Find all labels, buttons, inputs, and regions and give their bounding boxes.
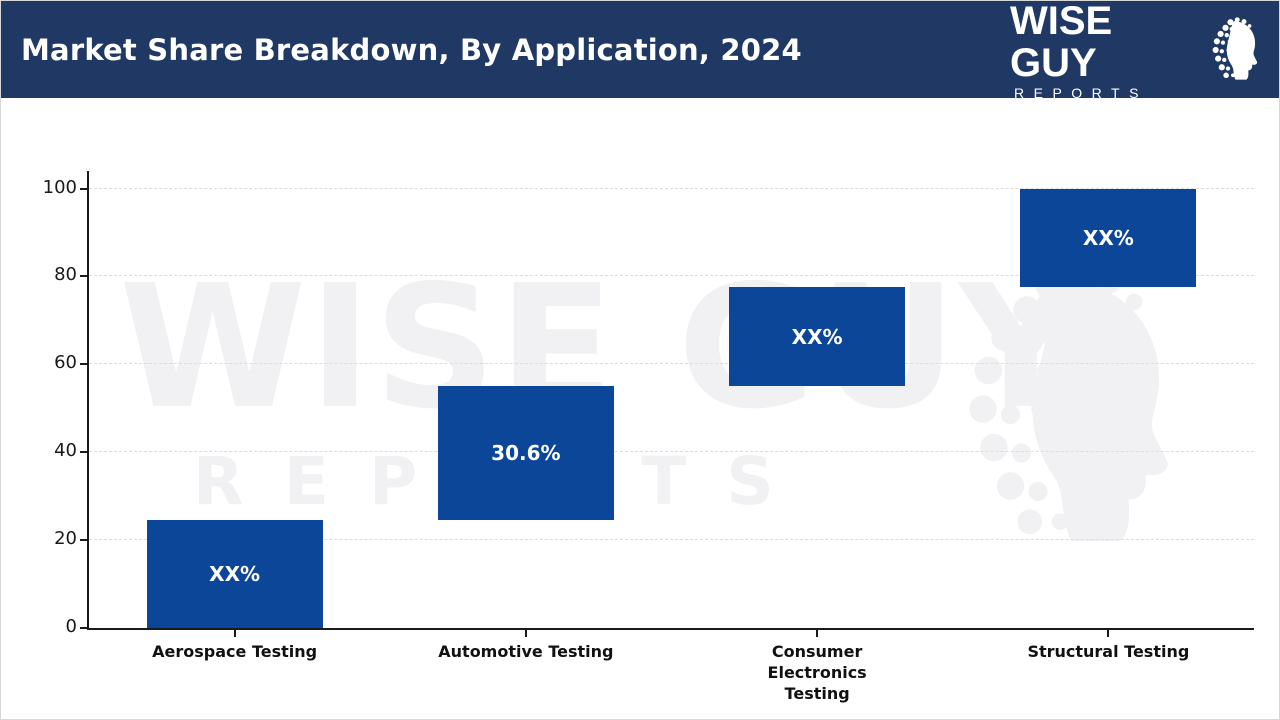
bar-consumer-electronics-testing: XX% [729,287,906,386]
gridline-100 [89,187,1254,189]
y-tick-mark-60 [80,363,88,366]
x-tick-mark-automotive-testing [524,630,527,637]
gridline-80 [89,275,1254,277]
y-tick-mark-20 [80,539,88,542]
x-tick-mark-structural-testing [1107,630,1110,637]
logo-subtext: REPORTS [1014,84,1148,101]
x-tick-label-structural-testing: Structural Testing [1027,642,1190,661]
y-tick-label-40: 40 [54,440,77,462]
bar-value-label-consumer-electronics-testing: XX% [791,324,843,349]
y-tick-label-80: 80 [54,264,77,286]
chart-title: Market Share Breakdown, By Application, … [21,32,802,67]
wiseguy-logo: WISE GUY REPORTS [1010,1,1265,101]
logo-text: WISE GUY REPORTS [1010,0,1195,101]
y-tick-label-100: 100 [42,176,77,198]
bar-automotive-testing: 30.6% [437,385,614,521]
logo-face-icon [1212,17,1258,80]
bar-aerospace-testing: XX% [146,520,323,628]
gridline-40 [89,451,1254,453]
bar-value-label-aerospace-testing: XX% [209,562,261,587]
gridline-20 [89,539,1254,541]
x-tick-label-consumer-electronics-testing: Consumer Electronics Testing [767,642,867,703]
y-tick-mark-40 [80,451,88,454]
logo-wordmark: WISE GUY [1010,0,1113,85]
y-tick-mark-0 [80,627,88,629]
y-tick-mark-100 [80,187,88,190]
bar-value-label-structural-testing: XX% [1082,225,1134,250]
y-tick-label-0: 0 [65,616,77,637]
y-tick-label-60: 60 [54,352,77,374]
x-tick-mark-aerospace-testing [233,630,236,637]
y-tick-label-20: 20 [54,528,77,550]
x-tick-mark-consumer-electronics-testing [816,630,819,637]
y-axis-spine [87,171,89,630]
bar-value-label-automotive-testing: 30.6% [491,441,561,466]
x-axis-spine [87,628,1254,630]
x-tick-label-automotive-testing: Automotive Testing [438,642,614,661]
gridline-60 [89,363,1254,365]
bar-structural-testing: XX% [1020,188,1197,288]
header-bar: Market Share Breakdown, By Application, … [1,1,1279,101]
x-tick-label-aerospace-testing: Aerospace Testing [152,642,318,661]
y-tick-mark-80 [80,275,88,278]
